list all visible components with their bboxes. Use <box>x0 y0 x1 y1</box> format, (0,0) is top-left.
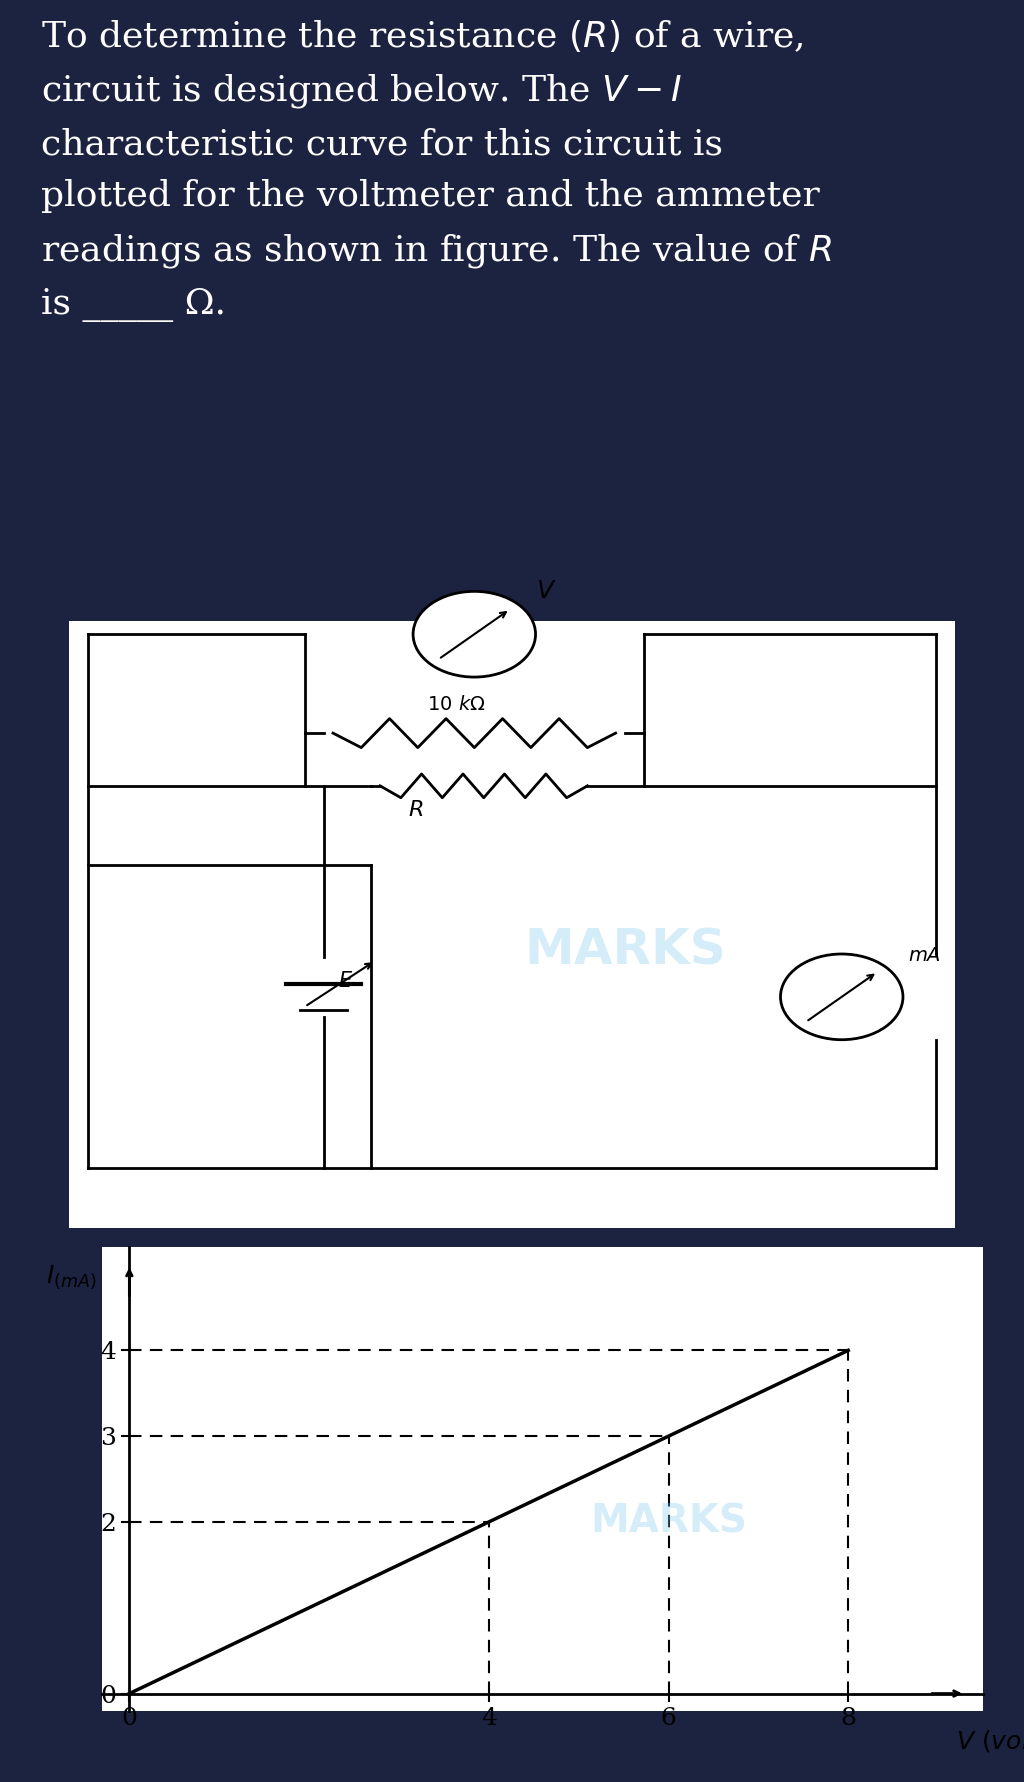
FancyBboxPatch shape <box>70 620 954 1228</box>
Text: $V\ (volt)$: $V\ (volt)$ <box>956 1729 1024 1753</box>
Text: $V$: $V$ <box>536 579 556 602</box>
Text: $I_{(mA)}$: $I_{(mA)}$ <box>46 1263 96 1292</box>
Text: To determine the resistance $(R)$ of a wire,
circuit is designed below. The $V -: To determine the resistance $(R)$ of a w… <box>41 18 833 323</box>
Text: MARKS: MARKS <box>524 927 726 975</box>
Text: MARKS: MARKS <box>590 1502 748 1541</box>
Circle shape <box>780 953 903 1039</box>
Text: $10\ k\Omega$: $10\ k\Omega$ <box>427 695 485 715</box>
Circle shape <box>413 592 536 677</box>
Text: $E$: $E$ <box>338 971 353 991</box>
Text: $mA$: $mA$ <box>907 946 941 964</box>
Text: $R$: $R$ <box>409 798 424 820</box>
